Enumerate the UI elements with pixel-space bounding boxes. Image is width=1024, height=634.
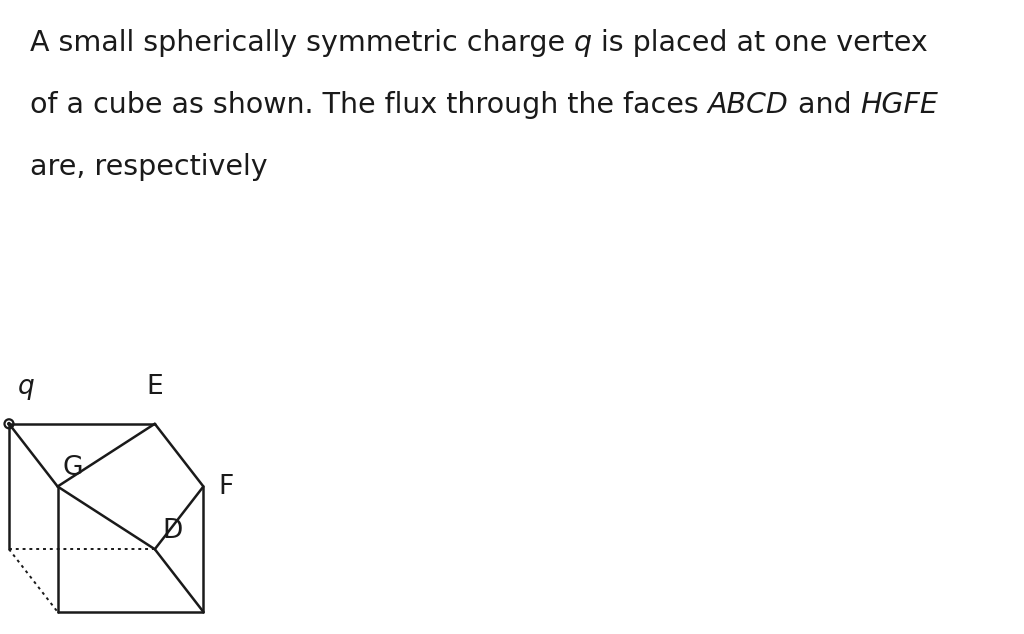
Text: are, respectively: are, respectively bbox=[30, 153, 267, 181]
Text: is placed at one vertex: is placed at one vertex bbox=[592, 29, 928, 57]
Text: HGFE: HGFE bbox=[860, 91, 938, 119]
Text: G: G bbox=[62, 455, 83, 481]
Text: ABCD: ABCD bbox=[708, 91, 788, 119]
Circle shape bbox=[8, 422, 10, 425]
Text: E: E bbox=[146, 374, 163, 400]
Text: D: D bbox=[162, 518, 182, 544]
Text: of a cube as shown. The flux through the faces: of a cube as shown. The flux through the… bbox=[30, 91, 708, 119]
Text: q: q bbox=[18, 374, 35, 400]
Text: A small spherically symmetric charge: A small spherically symmetric charge bbox=[30, 29, 574, 57]
Text: F: F bbox=[219, 474, 233, 500]
Text: q: q bbox=[574, 29, 592, 57]
Text: and: and bbox=[788, 91, 860, 119]
